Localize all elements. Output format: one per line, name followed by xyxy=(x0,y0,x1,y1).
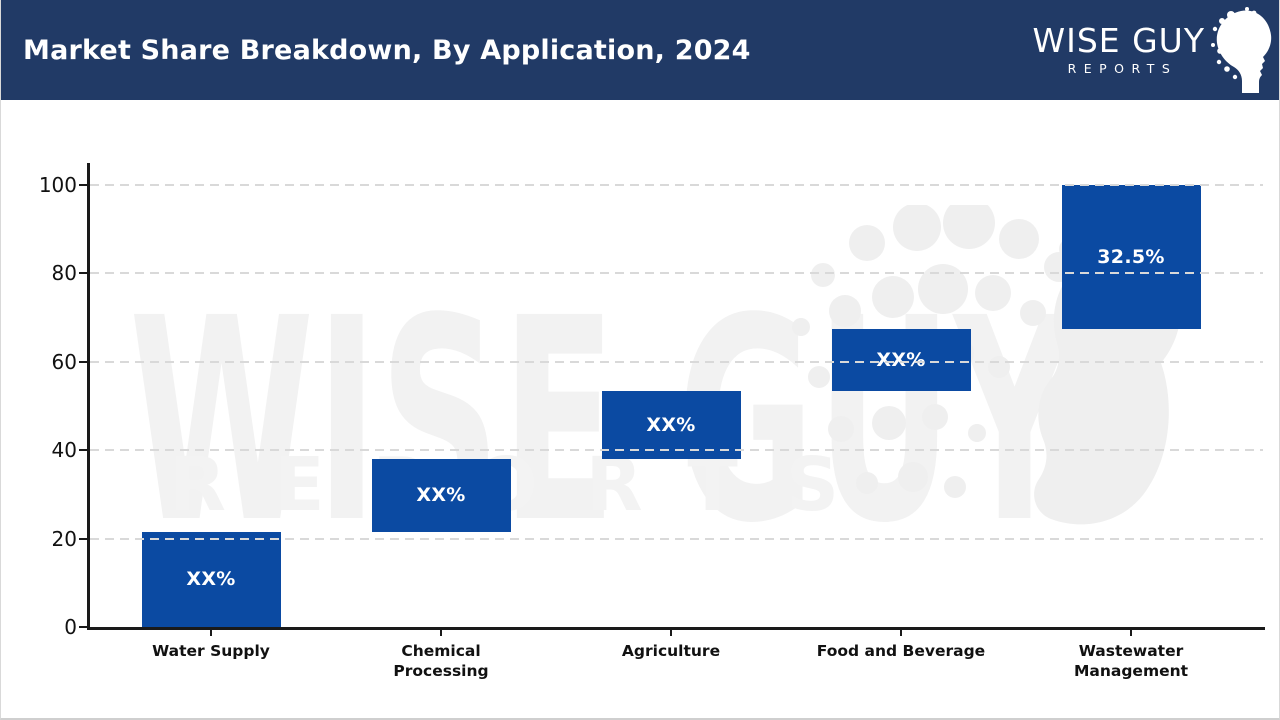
bar-value-label: XX% xyxy=(646,413,696,436)
y-tick-label: 100 xyxy=(38,173,77,197)
gridline xyxy=(90,184,1263,186)
bar-value-label: XX% xyxy=(416,484,466,507)
y-axis xyxy=(87,163,90,629)
brand-face-icon xyxy=(1211,7,1272,93)
bar: XX% xyxy=(371,459,511,532)
bar-value-label: XX% xyxy=(876,348,926,371)
bar-value-label: XX% xyxy=(186,568,236,591)
y-tick-mark xyxy=(79,184,88,186)
header-bar: Market Share Breakdown, By Application, … xyxy=(1,0,1279,100)
bar-value-label: 32.5% xyxy=(1097,245,1165,268)
y-tick-mark xyxy=(79,360,88,363)
x-tick-mark xyxy=(440,629,442,636)
gridline xyxy=(90,537,1263,540)
x-tick-mark xyxy=(670,629,672,636)
brand-subtext: REPORTS xyxy=(1067,61,1178,76)
x-tick-label: Chemical Processing xyxy=(393,642,489,680)
y-tick-label: 80 xyxy=(51,261,77,286)
x-tick-label: Food and Beverage xyxy=(816,642,986,660)
x-tick-label: Wastewater Management xyxy=(1073,642,1189,680)
brand-logo: WISE GUY REPORTS xyxy=(1032,0,1273,100)
x-tick-mark xyxy=(210,629,212,636)
page-title: Market Share Breakdown, By Application, … xyxy=(23,34,751,66)
x-tick-mark xyxy=(1130,629,1132,636)
y-tick-label: 20 xyxy=(51,526,77,551)
bar: 32.5% xyxy=(1061,185,1201,329)
y-tick-label: 0 xyxy=(64,615,77,639)
bar: XX% xyxy=(141,531,281,627)
brand-wordmark: WISE GUY xyxy=(1032,21,1205,60)
y-tick-label: 40 xyxy=(51,438,77,463)
x-tick-label: Water Supply xyxy=(152,642,270,660)
gridline xyxy=(90,272,1263,275)
y-tick-label: 60 xyxy=(51,349,77,374)
brand-logo-text: WISE GUY REPORTS xyxy=(1032,24,1205,76)
bar: XX% xyxy=(831,328,971,391)
x-tick-mark xyxy=(900,629,902,636)
y-tick-mark xyxy=(79,626,88,628)
x-axis xyxy=(87,627,1265,630)
x-tick-label: Agriculture xyxy=(621,642,721,660)
y-tick-mark xyxy=(79,537,88,540)
y-tick-mark xyxy=(79,449,88,452)
y-tick-mark xyxy=(79,272,88,275)
gridline xyxy=(90,449,1263,452)
bar: XX% xyxy=(601,390,741,460)
gridline xyxy=(90,360,1263,363)
